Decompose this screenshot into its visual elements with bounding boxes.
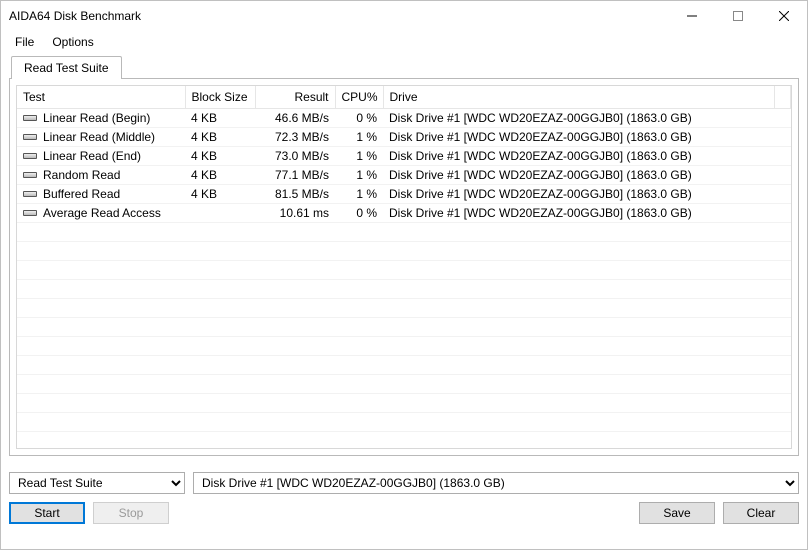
titlebar: AIDA64 Disk Benchmark bbox=[1, 1, 807, 31]
cell-test-label: Linear Read (End) bbox=[43, 149, 141, 163]
cell-drive: Disk Drive #1 [WDC WD20EZAZ-00GGJB0] (18… bbox=[383, 166, 791, 185]
menubar: File Options bbox=[1, 31, 807, 55]
table-row[interactable]: Buffered Read 4 KB81.5 MB/s1 %Disk Drive … bbox=[17, 185, 791, 204]
table-header-row: Test Block Size Result CPU% Drive bbox=[17, 86, 791, 109]
cell-drive: Disk Drive #1 [WDC WD20EZAZ-00GGJB0] (18… bbox=[383, 185, 791, 204]
cell-drive: Disk Drive #1 [WDC WD20EZAZ-00GGJB0] (18… bbox=[383, 204, 791, 223]
cell-cpu: 1 % bbox=[335, 128, 383, 147]
cell-result: 46.6 MB/s bbox=[255, 109, 335, 128]
col-header-block-size[interactable]: Block Size bbox=[185, 86, 255, 109]
cell-test-label: Random Read bbox=[43, 168, 120, 182]
tab-read-test-suite[interactable]: Read Test Suite bbox=[11, 56, 122, 79]
col-header-result[interactable]: Result bbox=[255, 86, 335, 109]
minimize-button[interactable] bbox=[669, 1, 715, 31]
cell-block-size: 4 KB bbox=[185, 109, 255, 128]
col-header-cpu[interactable]: CPU% bbox=[335, 86, 383, 109]
cell-drive: Disk Drive #1 [WDC WD20EZAZ-00GGJB0] (18… bbox=[383, 128, 791, 147]
cell-test-label: Linear Read (Middle) bbox=[43, 130, 155, 144]
start-button[interactable]: Start bbox=[9, 502, 85, 524]
cell-block-size: 4 KB bbox=[185, 128, 255, 147]
table-row[interactable]: Average Read Access 10.61 ms0 %Disk Drive… bbox=[17, 204, 791, 223]
cell-drive: Disk Drive #1 [WDC WD20EZAZ-00GGJB0] (18… bbox=[383, 109, 791, 128]
drive-select[interactable]: Disk Drive #1 [WDC WD20EZAZ-00GGJB0] (18… bbox=[193, 472, 799, 494]
results-table-wrap: Test Block Size Result CPU% Drive Linear… bbox=[16, 85, 792, 449]
col-header-drive[interactable]: Drive bbox=[383, 86, 775, 109]
table-row[interactable]: Linear Read (End) 4 KB73.0 MB/s1 %Disk Dr… bbox=[17, 147, 791, 166]
button-spacer bbox=[177, 502, 631, 524]
tab-panel: Test Block Size Result CPU% Drive Linear… bbox=[9, 78, 799, 456]
table-row-empty bbox=[17, 337, 791, 356]
button-row: Start Stop Save Clear bbox=[9, 502, 799, 524]
table-row-empty bbox=[17, 242, 791, 261]
close-button[interactable] bbox=[761, 1, 807, 31]
menu-file[interactable]: File bbox=[7, 33, 42, 51]
disk-icon bbox=[23, 210, 37, 216]
cell-block-size: 4 KB bbox=[185, 185, 255, 204]
cell-drive: Disk Drive #1 [WDC WD20EZAZ-00GGJB0] (18… bbox=[383, 147, 791, 166]
table-row-empty bbox=[17, 432, 791, 450]
cell-cpu: 1 % bbox=[335, 166, 383, 185]
suite-select[interactable]: Read Test Suite bbox=[9, 472, 185, 494]
cell-cpu: 1 % bbox=[335, 147, 383, 166]
cell-test-label: Average Read Access bbox=[43, 206, 161, 220]
table-row[interactable]: Linear Read (Begin) 4 KB46.6 MB/s0 %Disk … bbox=[17, 109, 791, 128]
table-row[interactable]: Random Read 4 KB77.1 MB/s1 %Disk Drive #1… bbox=[17, 166, 791, 185]
cell-test: Linear Read (End) bbox=[17, 147, 185, 166]
table-row-empty bbox=[17, 223, 791, 242]
cell-test: Buffered Read bbox=[17, 185, 185, 204]
cell-test: Linear Read (Middle) bbox=[17, 128, 185, 147]
cell-result: 81.5 MB/s bbox=[255, 185, 335, 204]
menu-options[interactable]: Options bbox=[44, 33, 101, 51]
table-row-empty bbox=[17, 299, 791, 318]
cell-cpu: 0 % bbox=[335, 204, 383, 223]
cell-result: 73.0 MB/s bbox=[255, 147, 335, 166]
disk-icon bbox=[23, 115, 37, 121]
disk-icon bbox=[23, 191, 37, 197]
table-row-empty bbox=[17, 356, 791, 375]
tabstrip: Read Test Suite bbox=[9, 56, 799, 79]
table-row-empty bbox=[17, 394, 791, 413]
disk-icon bbox=[23, 134, 37, 140]
stop-button[interactable]: Stop bbox=[93, 502, 169, 524]
maximize-button[interactable] bbox=[715, 1, 761, 31]
save-button[interactable]: Save bbox=[639, 502, 715, 524]
table-row-empty bbox=[17, 413, 791, 432]
bottom-bar: Read Test Suite Disk Drive #1 [WDC WD20E… bbox=[1, 464, 807, 524]
col-header-scroll-gutter bbox=[775, 86, 791, 109]
table-row-empty bbox=[17, 318, 791, 337]
cell-test: Average Read Access bbox=[17, 204, 185, 223]
table-row[interactable]: Linear Read (Middle) 4 KB72.3 MB/s1 %Disk… bbox=[17, 128, 791, 147]
cell-cpu: 0 % bbox=[335, 109, 383, 128]
cell-test: Random Read bbox=[17, 166, 185, 185]
window-controls bbox=[669, 1, 807, 31]
table-row-empty bbox=[17, 280, 791, 299]
cell-block-size bbox=[185, 204, 255, 223]
window-title: AIDA64 Disk Benchmark bbox=[9, 9, 669, 23]
disk-icon bbox=[23, 153, 37, 159]
table-row-empty bbox=[17, 375, 791, 394]
clear-button[interactable]: Clear bbox=[723, 502, 799, 524]
content-area: Read Test Suite Test Block Size Result C… bbox=[1, 55, 807, 464]
cell-result: 72.3 MB/s bbox=[255, 128, 335, 147]
table-row-empty bbox=[17, 261, 791, 280]
selector-row: Read Test Suite Disk Drive #1 [WDC WD20E… bbox=[9, 472, 799, 494]
cell-test-label: Linear Read (Begin) bbox=[43, 111, 150, 125]
cell-test-label: Buffered Read bbox=[43, 187, 120, 201]
cell-result: 10.61 ms bbox=[255, 204, 335, 223]
cell-block-size: 4 KB bbox=[185, 166, 255, 185]
cell-test: Linear Read (Begin) bbox=[17, 109, 185, 128]
col-header-test[interactable]: Test bbox=[17, 86, 185, 109]
disk-icon bbox=[23, 172, 37, 178]
cell-block-size: 4 KB bbox=[185, 147, 255, 166]
cell-cpu: 1 % bbox=[335, 185, 383, 204]
cell-result: 77.1 MB/s bbox=[255, 166, 335, 185]
results-table: Test Block Size Result CPU% Drive Linear… bbox=[17, 86, 791, 449]
